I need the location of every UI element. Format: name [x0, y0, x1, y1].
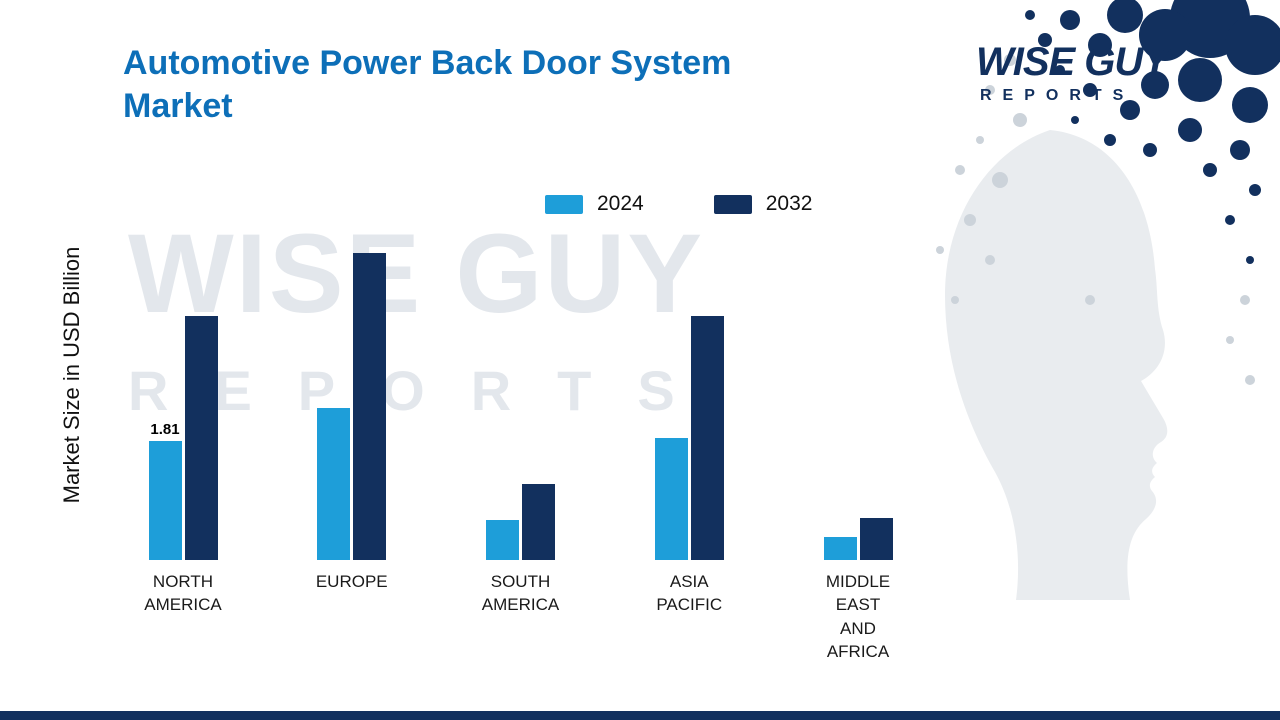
bar-wrap: [317, 408, 351, 560]
head-profile-graphic: [936, 0, 1280, 600]
category-label: ASIA PACIFIC: [656, 572, 723, 615]
bar-wrap: [654, 438, 688, 560]
bar-pair: [317, 253, 387, 560]
brand-name: WISE GUY: [975, 40, 1169, 84]
bar-2032: [353, 253, 387, 560]
bar-wrap: [859, 518, 893, 560]
brand-logo: WISE GUY REPORTS: [975, 40, 1169, 105]
bar-2032: [859, 518, 893, 560]
bar-group: MIDDLE EAST AND AFRICA: [808, 518, 908, 661]
bar-wrap: [522, 484, 555, 560]
bar-group: SOUTH AMERICA: [471, 484, 571, 614]
bar-wrap: 1.81: [148, 421, 182, 560]
category-label: MIDDLE EAST AND AFRICA: [825, 572, 891, 662]
bar-pair: 1.81: [148, 316, 218, 560]
legend-label-2024: 2024: [597, 192, 644, 215]
category-label: SOUTH AMERICA: [481, 572, 560, 615]
bar-pair: [823, 518, 893, 560]
chart-legend: 2024 2032: [545, 192, 812, 216]
brand-sub: REPORTS: [979, 87, 1135, 104]
legend-swatch-2024: [545, 194, 583, 214]
legend-label-2032: 2032: [765, 192, 813, 215]
bar-chart: 1.81 NORTH AMERICA EUROPE SOUTH AMERICA ASIA…: [133, 220, 908, 661]
bar-value-label: 1.81: [150, 421, 180, 438]
bar-2032: [522, 484, 555, 560]
y-axis-label: Market Size in USD Billion: [59, 246, 84, 504]
bar-wrap: [690, 316, 724, 560]
bar-2024: [823, 537, 857, 560]
bar-wrap: [353, 253, 387, 560]
bar-wrap: [184, 316, 218, 560]
bar-2024: [654, 438, 688, 560]
legend-item-2032: 2032: [713, 192, 813, 216]
bar-group: ASIA PACIFIC: [639, 316, 739, 614]
bar-group: EUROPE: [302, 253, 402, 591]
bar-wrap: [486, 520, 519, 560]
category-label: NORTH AMERICA: [144, 572, 222, 615]
bar-pair: [654, 316, 724, 560]
legend-item-2024: 2024: [545, 192, 644, 216]
bar-group: 1.81 NORTH AMERICA: [133, 316, 233, 614]
bar-pair: [486, 484, 555, 560]
bar-2032: [690, 316, 724, 560]
bar-2032: [184, 316, 218, 560]
bar-2024: [486, 520, 519, 560]
footer-bar: [0, 711, 1280, 720]
legend-swatch-2032: [713, 194, 752, 214]
page-title: Automotive Power Back Door System Market: [123, 44, 732, 125]
bar-2024: [317, 408, 351, 560]
category-label: EUROPE: [315, 572, 388, 591]
bar-2024: [148, 441, 182, 560]
bar-wrap: [823, 537, 857, 560]
